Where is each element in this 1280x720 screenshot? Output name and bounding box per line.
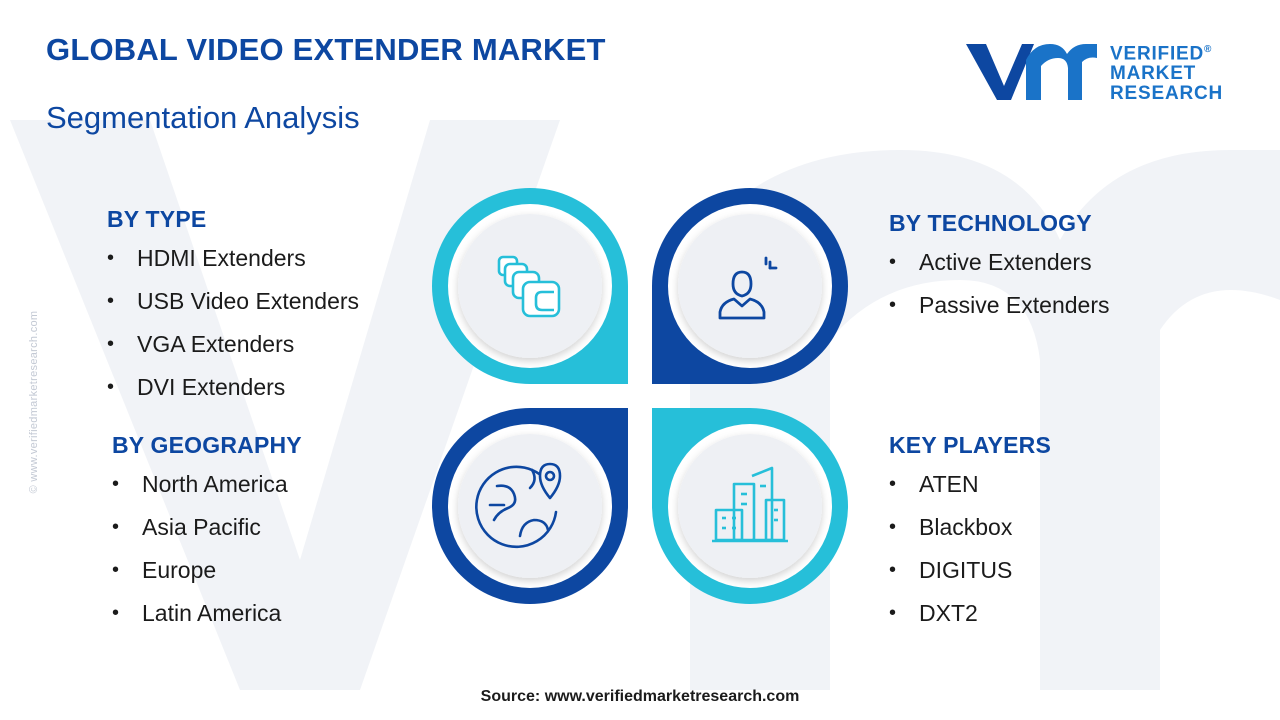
logo-registered-mark: ® [1204,44,1212,55]
list-item: Active Extenders [889,247,1109,290]
list-item: USB Video Extenders [107,286,359,329]
segment-heading-technology: BY TECHNOLOGY [889,210,1092,236]
quadrant-top-right [652,188,848,384]
list-item: VGA Extenders [107,329,359,372]
segment-list-type: HDMI Extenders USB Video Extenders VGA E… [107,243,359,415]
user-icon [718,256,778,320]
layers-icon [497,255,561,318]
list-item: DVI Extenders [107,372,359,415]
segment-list-technology: Active Extenders Passive Extenders [889,247,1109,333]
segment-heading-type: BY TYPE [107,206,207,232]
list-item: DXT2 [889,598,1051,641]
list-item: ATEN [889,469,1051,512]
logo-text-line1: VERIFIED [1110,43,1205,65]
segment-list-geography: North America Asia Pacific Europe Latin … [112,469,302,641]
page-title: GLOBAL VIDEO EXTENDER MARKET [46,32,606,67]
company-logo: VERIFIED® MARKET RESEARCH [964,38,1234,105]
logo-text-line2: MARKET [1110,63,1197,85]
quadrant-bottom-right [652,408,848,604]
source-note: Source: www.verifiedmarketresearch.com [480,688,800,705]
segment-key-players: KEY PLAYERS ATEN Blackbox DIGITUS DXT2 [889,432,1051,641]
list-item: DIGITUS [889,555,1051,598]
segment-heading-key-players: KEY PLAYERS [889,432,1051,458]
list-item: Europe [112,555,302,598]
segment-by-geography: BY GEOGRAPHY North America Asia Pacific … [112,432,302,641]
list-item: HDMI Extenders [107,243,359,286]
segment-list-key-players: ATEN Blackbox DIGITUS DXT2 [889,469,1051,641]
segment-by-technology: BY TECHNOLOGY Active Extenders Passive E… [889,210,1109,333]
segment-by-type: BY TYPE HDMI Extenders USB Video Extende… [107,206,359,415]
segment-heading-geography: BY GEOGRAPHY [112,432,302,458]
list-item: Latin America [112,598,302,641]
list-item: North America [112,469,302,512]
page-subtitle: Segmentation Analysis [46,100,360,135]
quadrant-top-left [432,188,628,384]
logo-text-line3: RESEARCH [1110,83,1224,105]
list-item: Blackbox [889,512,1051,555]
city-buildings-icon [712,466,788,543]
list-item: Passive Extenders [889,290,1109,333]
quadrant-bottom-left [432,408,628,604]
globe-location-icon [475,462,562,549]
list-item: Asia Pacific [112,512,302,555]
logo-mark-icon [966,44,1097,100]
